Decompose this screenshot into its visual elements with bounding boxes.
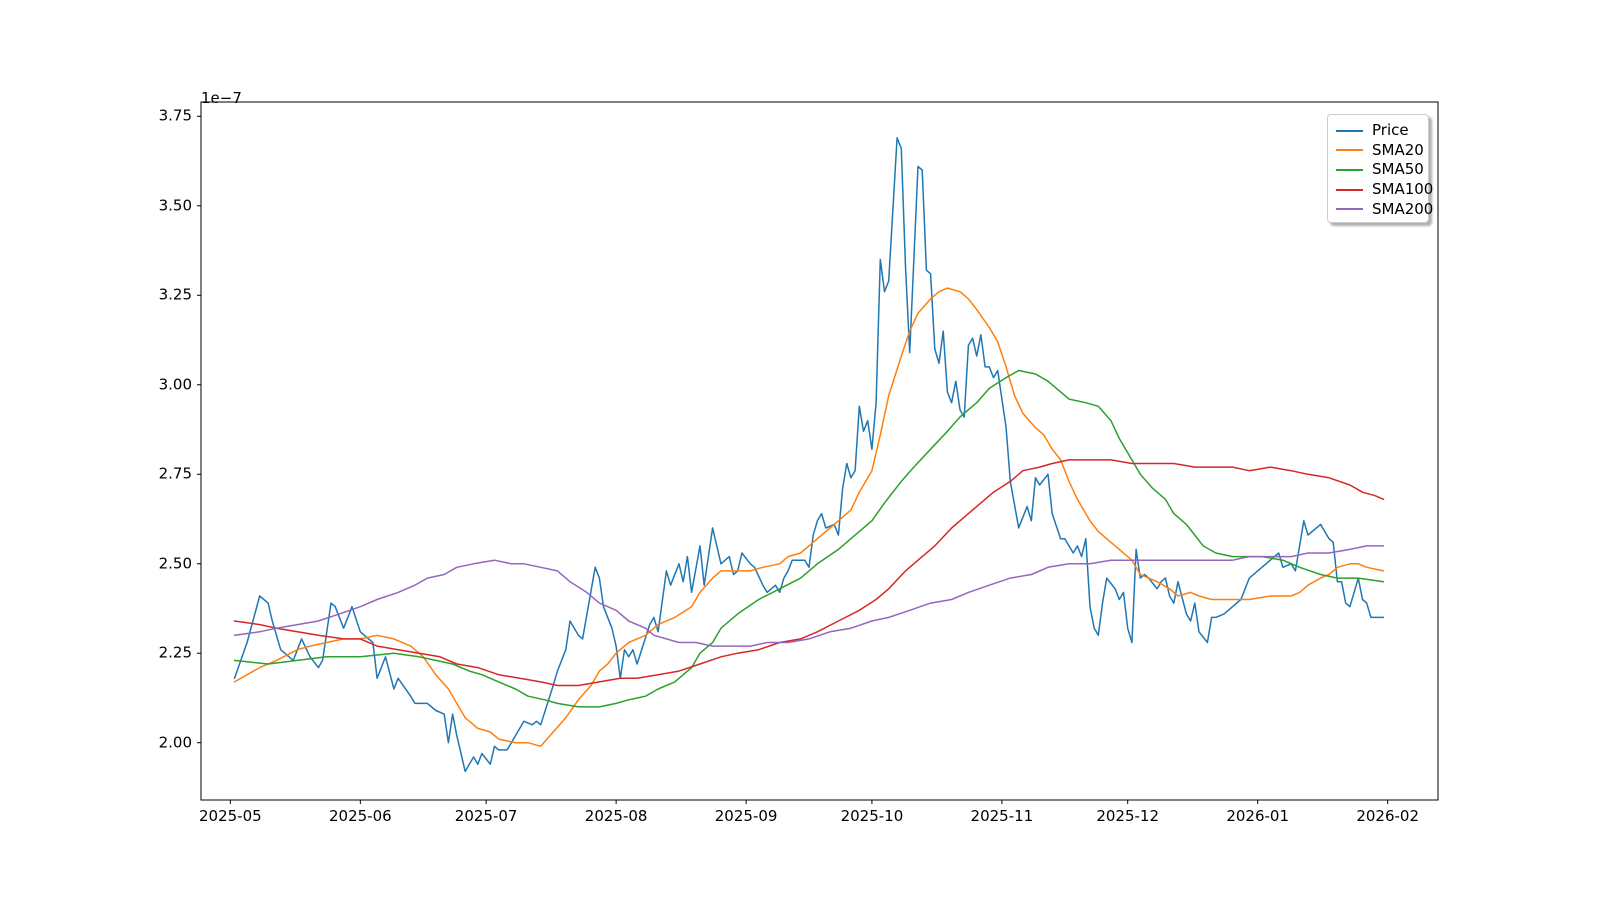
y-axis: 2.00 2.25 2.50 2.75 3.00 3.25 3.50 3.75 bbox=[0, 0, 192, 900]
sma200-line-swatch bbox=[1336, 208, 1363, 211]
x-axis: 2025-05 2025-06 2025-07 2025-08 2025-09 2025-… bbox=[0, 807, 1600, 829]
legend: Price SMA20 SMA50 SMA100 SMA200 bbox=[1327, 114, 1433, 223]
y-tick-label: 3.50 bbox=[158, 196, 192, 215]
sma20-line-swatch bbox=[1336, 149, 1363, 152]
x-tick-label: 2026-02 bbox=[1356, 807, 1420, 825]
sma200-line bbox=[233, 545, 1385, 647]
x-tick-label: 2025-05 bbox=[199, 807, 262, 825]
y-tick-label: 2.75 bbox=[158, 464, 192, 483]
y-tick-label: 2.00 bbox=[158, 733, 192, 752]
y-axis-offset-label: 1e−7 bbox=[201, 89, 242, 107]
x-tick-label: 2025-12 bbox=[1096, 807, 1160, 825]
sma50-line bbox=[233, 369, 1385, 708]
x-tick-label: 2025-10 bbox=[840, 807, 904, 825]
legend-label: Price bbox=[1372, 121, 1409, 140]
x-tick-label: 2025-08 bbox=[584, 807, 648, 825]
y-tick-label: 2.50 bbox=[158, 554, 192, 573]
y-tick-label: 3.00 bbox=[158, 375, 192, 394]
legend-label: SMA200 bbox=[1372, 199, 1434, 218]
legend-item-sma50: SMA50 bbox=[1336, 160, 1424, 180]
x-tick-label: 2026-01 bbox=[1226, 807, 1290, 825]
sma100-line bbox=[233, 459, 1385, 687]
sma20-line bbox=[233, 287, 1385, 748]
tick-marks bbox=[197, 115, 1389, 804]
x-tick-label: 2025-07 bbox=[454, 807, 518, 825]
axes-spines bbox=[200, 101, 1439, 801]
legend-item-price: Price bbox=[1336, 121, 1424, 141]
x-tick-label: 2025-11 bbox=[970, 807, 1034, 825]
sma100-line-swatch bbox=[1336, 188, 1363, 191]
legend-item-sma20: SMA20 bbox=[1336, 141, 1424, 161]
price-line-swatch bbox=[1336, 129, 1363, 132]
y-tick-label: 3.75 bbox=[158, 106, 192, 125]
y-tick-label: 3.25 bbox=[158, 285, 192, 304]
price-line bbox=[233, 137, 1385, 773]
legend-label: SMA100 bbox=[1372, 180, 1434, 199]
legend-label: SMA20 bbox=[1372, 140, 1424, 159]
legend-label: SMA50 bbox=[1372, 160, 1424, 179]
y-tick-label: 2.25 bbox=[158, 643, 192, 662]
x-tick-label: 2025-09 bbox=[714, 807, 778, 825]
x-tick-label: 2025-06 bbox=[328, 807, 392, 825]
legend-item-sma200: SMA200 bbox=[1336, 199, 1433, 219]
legend-item-sma100: SMA100 bbox=[1336, 180, 1433, 200]
sma50-line-swatch bbox=[1336, 168, 1363, 171]
